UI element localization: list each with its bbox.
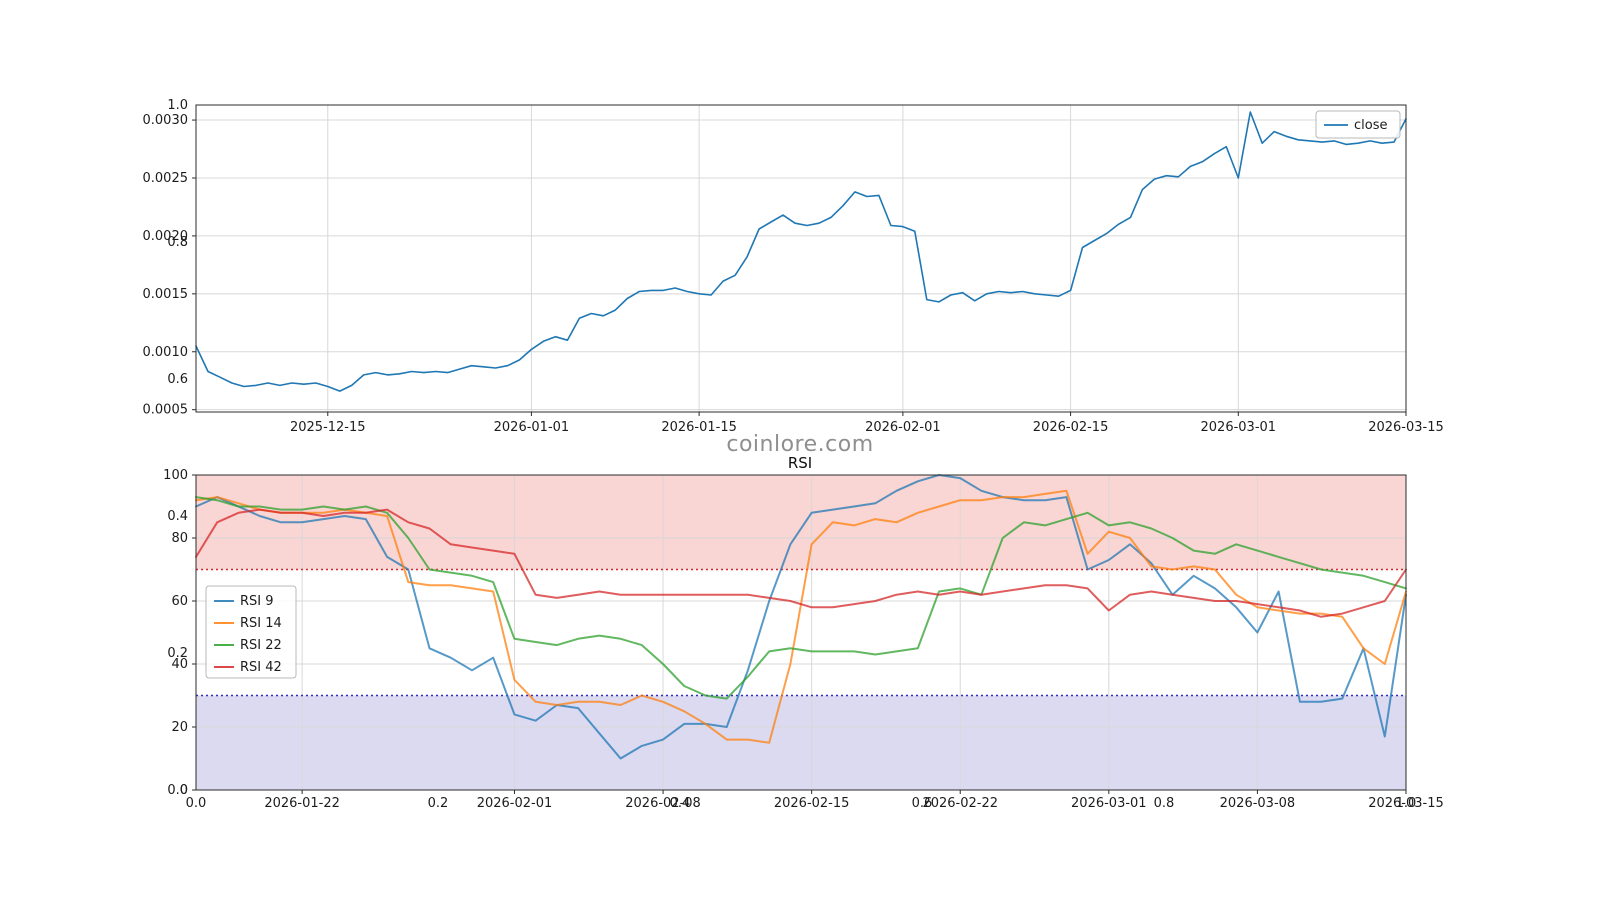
legend: RSI 9 RSI 14 RSI 22 RSI 42 [205,585,297,679]
x-tick-label: 2026-02-01 [865,420,941,435]
phantom-y-label: 0.8 [167,235,188,250]
y-tick-label: 0.0030 [143,113,189,128]
y-tick-label: 60 [171,594,188,609]
y-tick-label: 0.0020 [143,229,189,244]
phantom-x-label: 0.8 [1154,796,1175,811]
y-tick-label: 0.0015 [143,287,189,302]
legend-box [1315,110,1401,139]
x-tick-label: 2026-03-01 [1071,796,1147,811]
legend-label: close [1354,118,1387,133]
phantom-y-label: 0.2 [167,646,188,661]
phantom-x-label: 0.6 [912,796,933,811]
phantom-y-label: 0.6 [167,372,188,387]
rsi-9-line [195,474,1407,760]
x-tick-label: 2026-01-01 [494,420,570,435]
rsi-chart: 2026-01-22 2026-02-01 2026-02-08 2026-02-15… [163,468,1444,811]
x-tick-label: 2026-01-15 [661,420,737,435]
axes-frame [195,104,1407,413]
phantom-x-label: 1.0 [1396,796,1417,811]
legend: close [1315,110,1401,139]
x-tick-label: 2026-01-22 [264,796,340,811]
x-tick-label: 2026-03-08 [1220,796,1296,811]
threshold-band [196,695,1406,790]
x-tick-label: 2025-12-15 [290,420,366,435]
x-tick-label: 2026-02-22 [922,796,998,811]
y-tick-label: 0.0005 [143,403,189,418]
phantom-x-label: 0.0 [186,796,207,811]
phantom-axis-labels: 0.0 0.2 0.4 0.6 0.8 1.0 0.0 0.2 0.4 0.6 0.8 1.0 [167,98,1416,811]
y-tick-label: 100 [163,468,188,483]
x-tick-label: 2026-03-15 [1368,796,1444,811]
watermark: coinlore.com [726,432,874,457]
legend-label: RSI 9 [240,594,274,609]
legend-box [205,585,297,679]
y-tick-label: 40 [171,657,188,672]
phantom-y-label: 1.0 [167,98,188,113]
y-tick-label: 20 [171,720,188,735]
y-tick-label: 0.0010 [143,345,189,360]
legend-label: RSI 42 [240,660,282,675]
threshold-band [196,475,1406,570]
axes-frame [195,474,1407,791]
phantom-y-label: 0.4 [167,509,188,524]
phantom-y-label: 0.0 [167,783,188,798]
x-tick-label: 2026-02-15 [774,796,850,811]
y-tick-label: 80 [171,531,188,546]
legend-label: RSI 14 [240,616,282,631]
legend-label: RSI 22 [240,638,282,653]
y-tick-label: 0.0025 [143,171,189,186]
rsi-chart-title: RSI [787,454,813,472]
close-line [195,111,1407,392]
y-tick-label: 0 [180,783,188,798]
x-tick-label: 2026-03-01 [1201,420,1277,435]
x-tick-label: 2026-02-08 [625,796,701,811]
phantom-x-label: 0.4 [670,796,691,811]
x-tick-label: 2026-03-15 [1368,420,1444,435]
x-tick-label: 2026-02-01 [477,796,553,811]
x-tick-label: 2026-02-15 [1033,420,1109,435]
rsi-22-line [195,496,1407,700]
phantom-x-label: 0.2 [428,796,449,811]
price-chart: 2025-12-15 2026-01-01 2026-01-15 2026-02-01… [143,104,1444,435]
rsi-42-line [195,508,1407,618]
